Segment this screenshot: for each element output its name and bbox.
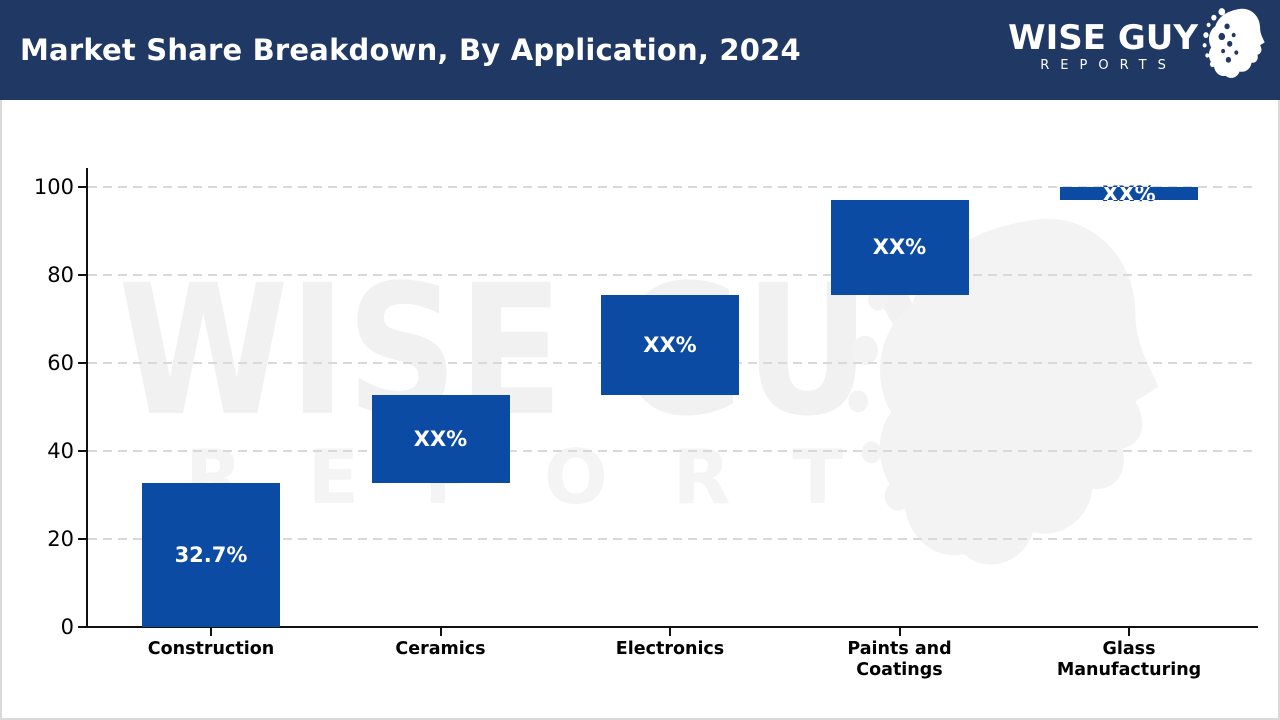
bar-value-label: XX% [1102, 187, 1156, 201]
y-tick-mark [78, 186, 86, 188]
bar-fill [142, 483, 280, 627]
watermark-subtext: REPORTS [185, 433, 1028, 521]
content-frame [0, 100, 1280, 720]
y-tick-label: 20 [47, 527, 74, 551]
gridline [88, 186, 1258, 188]
x-tick-mark [898, 628, 901, 636]
bar-fill [601, 294, 739, 396]
y-tick-label: 100 [33, 175, 74, 199]
x-axis-line [86, 626, 1258, 628]
bar-electronics: XX% XX% [601, 294, 739, 396]
bar-value-label-overflow: 32.7% [174, 543, 248, 568]
x-category-label: Ceramics [395, 639, 486, 659]
y-tick-mark [78, 538, 86, 540]
bar-label-clip: 32.7% [142, 483, 280, 627]
y-tick-label: 0 [60, 615, 74, 639]
bar-value-label-overflow: XX% [643, 332, 697, 357]
x-tick-mark [1128, 628, 1130, 636]
y-tick-mark [78, 450, 86, 452]
wise-guy-logo: WISE GUY REPORTS [1008, 6, 1268, 86]
bar-value-label: 32.7% [174, 543, 248, 568]
y-tick-label: 60 [47, 351, 74, 375]
y-tick-mark [78, 626, 86, 628]
bar-value-label: XX% [872, 235, 927, 260]
bar-value-label: XX% [643, 332, 697, 357]
logo-wordmark: WISE GUY [1008, 18, 1198, 58]
y-tick-label: 40 [47, 439, 74, 463]
y-axis-line [86, 168, 88, 628]
page-title: Market Share Breakdown, By Application, … [20, 33, 801, 67]
gridline [88, 538, 1258, 540]
x-tick-mark [210, 628, 212, 636]
bar-fill [1060, 187, 1198, 201]
bar-label-clip: XX% [1060, 187, 1198, 200]
gridline [88, 274, 1258, 276]
x-category-label: Electronics [615, 639, 725, 659]
logo-subtext: REPORTS [1040, 58, 1177, 73]
x-category-label: Paints and Coatings [847, 639, 952, 680]
gridline [88, 450, 1258, 452]
bar-label-clip: XX% [831, 200, 969, 295]
bar-fill [830, 200, 969, 295]
y-tick-mark [78, 274, 86, 276]
header-bar: Market Share Breakdown, By Application, … [0, 0, 1280, 100]
bar-label-clip: XX% [372, 395, 510, 483]
bar-value-label-overflow: XX% [1102, 181, 1156, 206]
x-category-label: Construction [147, 639, 275, 659]
bar-glass: XX% XX% [1060, 182, 1198, 206]
x-category-label: Glass Manufacturing [1056, 639, 1202, 680]
bar-construction: 32.7% 32.7% [142, 483, 280, 627]
logo-head-icon [1202, 8, 1265, 78]
bar-paints-and: XX% XX% [830, 200, 969, 295]
bar-fill [371, 395, 510, 484]
bar-value-label-overflow: XX% [872, 235, 927, 260]
x-tick-mark [439, 628, 442, 636]
bar-label-clip: XX% [601, 295, 739, 395]
watermark-head-graphic [848, 215, 1159, 565]
y-tick-label: 80 [47, 263, 74, 287]
y-tick-mark [78, 362, 86, 364]
bar-ceramics: XX% XX% [371, 395, 510, 484]
logo-text: WISE GUY REPORTS [1008, 18, 1198, 74]
x-tick-mark [669, 628, 671, 636]
bar-value-label-overflow: XX% [413, 427, 468, 452]
bar-value-label: XX% [413, 427, 468, 452]
